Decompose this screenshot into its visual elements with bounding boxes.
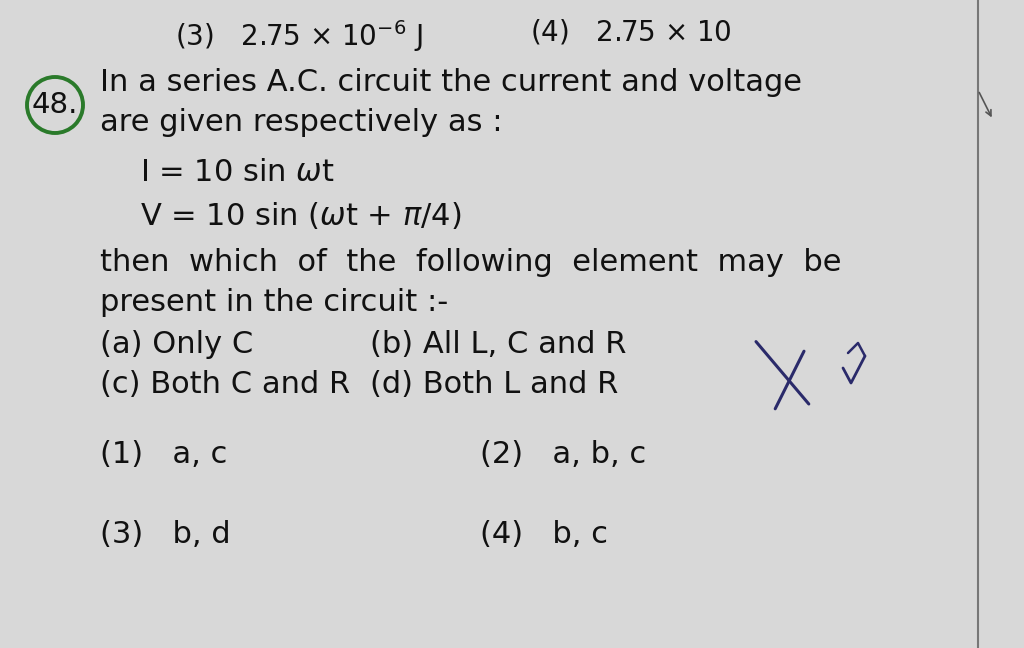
Text: (1)   a, c: (1) a, c <box>100 440 227 469</box>
Text: (2)   a, b, c: (2) a, b, c <box>480 440 646 469</box>
Text: (d) Both L and R: (d) Both L and R <box>370 370 618 399</box>
Text: present in the circuit :-: present in the circuit :- <box>100 288 449 317</box>
Text: (b) All L, C and R: (b) All L, C and R <box>370 330 627 359</box>
Text: (3)   b, d: (3) b, d <box>100 520 230 549</box>
Text: (c) Both C and R: (c) Both C and R <box>100 370 350 399</box>
Text: are given respectively as :: are given respectively as : <box>100 108 503 137</box>
Text: V = 10 sin ($\omega$t + $\pi$/4): V = 10 sin ($\omega$t + $\pi$/4) <box>140 200 462 231</box>
Text: I = 10 sin $\omega$t: I = 10 sin $\omega$t <box>140 158 335 187</box>
Text: In a series A.C. circuit the current and voltage: In a series A.C. circuit the current and… <box>100 68 802 97</box>
Text: (3)   2.75 $\times$ 10$^{-6}$ J: (3) 2.75 $\times$ 10$^{-6}$ J <box>175 18 423 54</box>
Text: (4)   2.75 $\times$ 10: (4) 2.75 $\times$ 10 <box>530 18 732 47</box>
Text: (a) Only C: (a) Only C <box>100 330 253 359</box>
Text: then  which  of  the  following  element  may  be: then which of the following element may … <box>100 248 842 277</box>
Text: 48.: 48. <box>32 91 78 119</box>
Text: (4)   b, c: (4) b, c <box>480 520 608 549</box>
